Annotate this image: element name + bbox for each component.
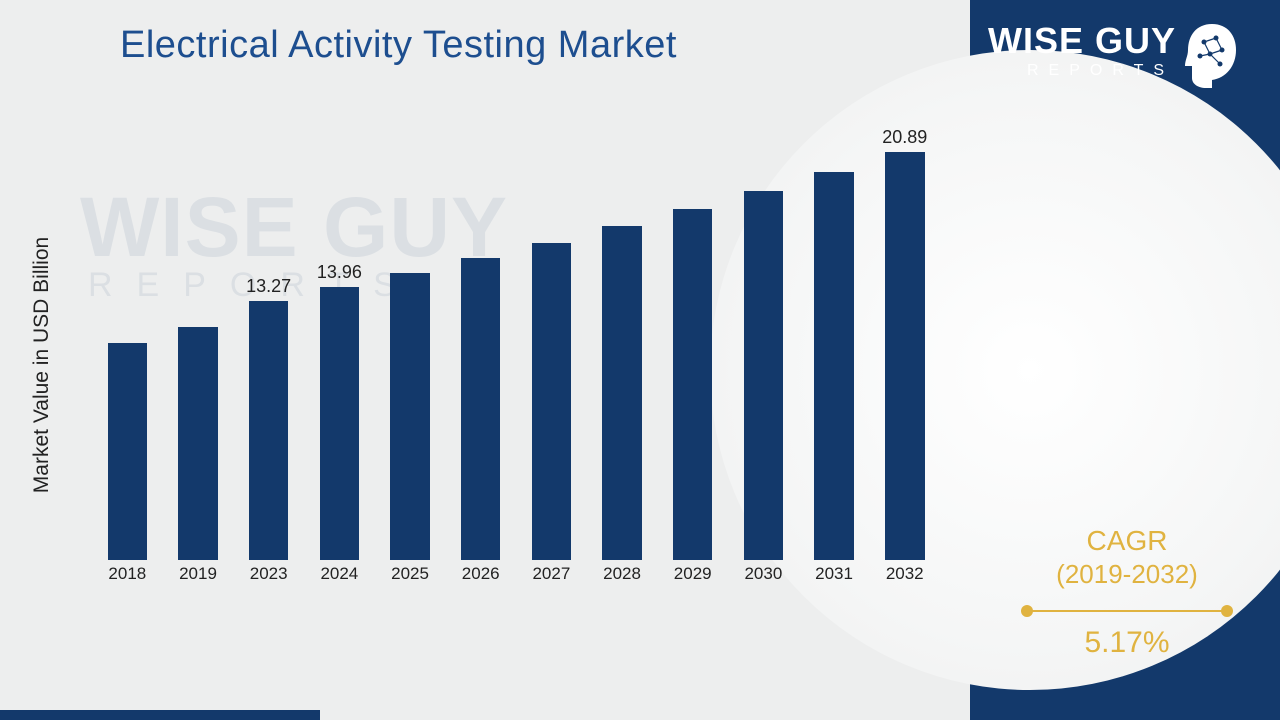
cagr-value: 5.17% [1012,626,1242,660]
x-axis-tick-label: 2023 [233,564,304,584]
logo-text: WISE GUY REPORTS [988,22,1176,80]
x-axis-tick-label: 2024 [304,564,375,584]
cagr-range: (2019-2032) [1012,559,1242,590]
x-axis-tick-label: 2026 [445,564,516,584]
cagr-divider [1027,610,1227,612]
y-axis-label: Market Value in USD Billion [30,237,54,493]
x-axis-tick-label: 2027 [516,564,587,584]
bar-value-label: 20.89 [882,127,927,148]
brand-logo: WISE GUY REPORTS [988,22,1258,112]
cagr-title: CAGR [1012,525,1242,557]
bar-slot [375,130,446,560]
bar-value-label: 13.27 [246,276,291,297]
bar [108,343,148,560]
x-axis-tick-label: 2019 [163,564,234,584]
x-axis-tick-label: 2029 [657,564,728,584]
x-axis-tick-label: 2031 [799,564,870,584]
bar [673,209,713,560]
x-axis-tick-label: 2028 [587,564,658,584]
bar [532,243,572,560]
bar-slot [92,130,163,560]
bar-slot: 13.96 [304,130,375,560]
x-axis-tick-label: 2030 [728,564,799,584]
bar-slot [728,130,799,560]
bar [461,258,501,560]
bar-slot [445,130,516,560]
x-axis-labels: 2018201920232024202520262027202820292030… [92,564,940,584]
bar-slot [516,130,587,560]
bar [885,152,925,560]
x-axis-tick-label: 2025 [375,564,446,584]
head-icon [1182,22,1242,92]
bar-slot [587,130,658,560]
bar [390,273,430,560]
logo-main-text: WISE GUY [988,22,1176,60]
bar-slot [163,130,234,560]
x-axis-tick-label: 2018 [92,564,163,584]
logo-sub-text: REPORTS [1027,62,1174,80]
bar-slot [799,130,870,560]
x-axis-tick-label: 2032 [869,564,940,584]
cagr-block: CAGR (2019-2032) 5.17% [1012,525,1242,660]
bar-slot [657,130,728,560]
bar [178,327,218,560]
bottom-accent-bar [0,710,320,720]
chart-title: Electrical Activity Testing Market [120,24,677,67]
bar [320,287,360,560]
bar-slot: 13.27 [233,130,304,560]
bar [814,172,854,560]
bar-slot: 20.89 [869,130,940,560]
bar-chart: WISE GUY REPORTS Market Value in USD Bil… [50,130,940,600]
bar [602,226,642,560]
bars-container: 13.27 13.96 20.89 [92,130,940,560]
bar [249,301,289,560]
infographic-canvas: Electrical Activity Testing Market WISE … [0,0,1280,720]
bar [744,191,784,560]
bar-value-label: 13.96 [317,262,362,283]
